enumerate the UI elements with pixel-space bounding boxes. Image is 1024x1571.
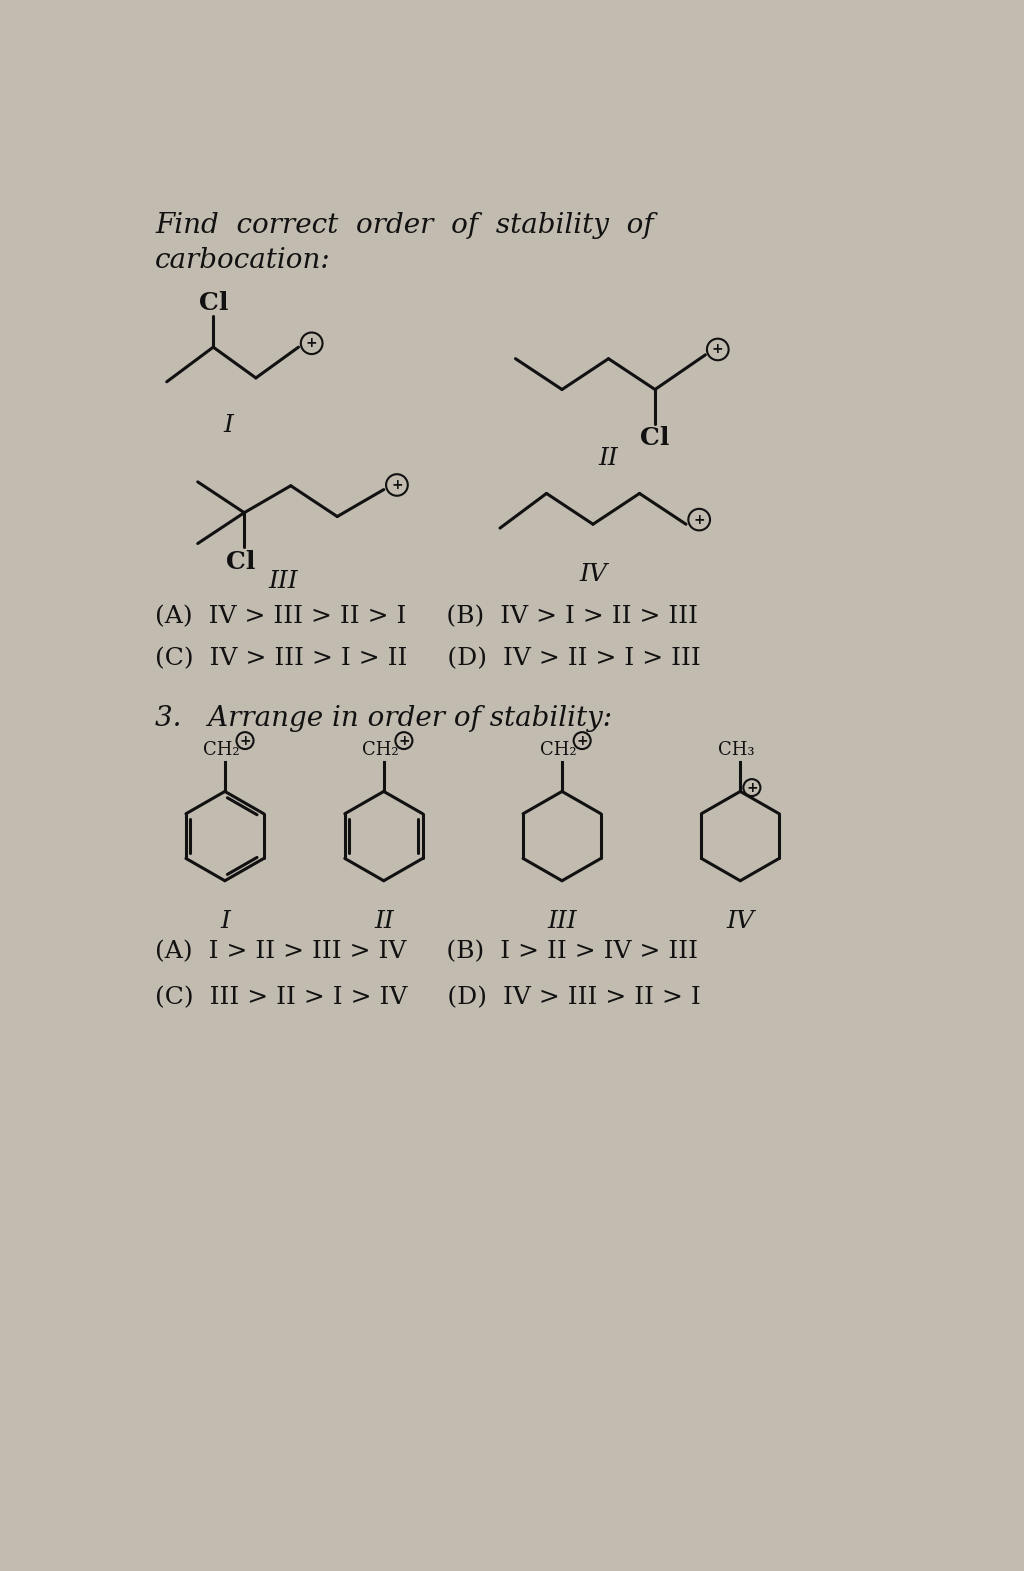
Text: CH₂: CH₂ xyxy=(361,742,398,759)
Text: +: + xyxy=(693,512,705,526)
Text: I: I xyxy=(224,415,233,437)
Text: Cl: Cl xyxy=(640,426,670,451)
Text: CH₂: CH₂ xyxy=(203,742,240,759)
Text: III: III xyxy=(268,570,298,594)
Text: 3.   Arrange in order of stability:: 3. Arrange in order of stability: xyxy=(155,705,612,732)
Text: (C)  IV > III > I > II     (D)  IV > II > I > III: (C) IV > III > I > II (D) IV > II > I > … xyxy=(155,647,700,671)
Text: +: + xyxy=(712,342,724,357)
Text: I: I xyxy=(220,910,229,933)
Text: +: + xyxy=(306,336,317,350)
Text: (A)  IV > III > II > I     (B)  IV > I > II > III: (A) IV > III > II > I (B) IV > I > II > … xyxy=(155,605,698,628)
Text: IV: IV xyxy=(579,562,607,586)
Text: II: II xyxy=(374,910,393,933)
Text: Cl: Cl xyxy=(225,550,255,573)
Text: +: + xyxy=(391,478,402,492)
Text: III: III xyxy=(547,910,577,933)
Text: (C)  III > II > I > IV     (D)  IV > III > II > I: (C) III > II > I > IV (D) IV > III > II … xyxy=(155,987,700,1009)
Text: Cl: Cl xyxy=(199,291,228,314)
Text: +: + xyxy=(577,734,588,748)
Text: +: + xyxy=(746,781,758,795)
Text: II: II xyxy=(599,448,618,470)
Text: +: + xyxy=(398,734,410,748)
Text: (A)  I > II > III > IV     (B)  I > II > IV > III: (A) I > II > III > IV (B) I > II > IV > … xyxy=(155,939,698,963)
Text: +: + xyxy=(240,734,251,748)
Text: carbocation:: carbocation: xyxy=(155,247,331,273)
Text: CH₂: CH₂ xyxy=(540,742,577,759)
Text: CH₃: CH₃ xyxy=(718,742,755,759)
Text: Find  correct  order  of  stability  of: Find correct order of stability of xyxy=(155,212,653,239)
Text: IV: IV xyxy=(726,910,755,933)
